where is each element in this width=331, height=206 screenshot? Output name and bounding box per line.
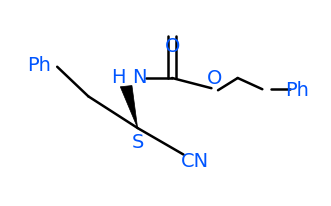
Text: H: H	[111, 68, 125, 87]
Text: O: O	[165, 37, 180, 56]
Polygon shape	[120, 86, 138, 128]
Text: O: O	[207, 69, 222, 88]
Text: N: N	[132, 68, 147, 87]
Text: Ph: Ph	[27, 56, 51, 75]
Text: S: S	[131, 132, 144, 151]
Text: Ph: Ph	[285, 80, 309, 99]
Text: CN: CN	[181, 151, 209, 170]
